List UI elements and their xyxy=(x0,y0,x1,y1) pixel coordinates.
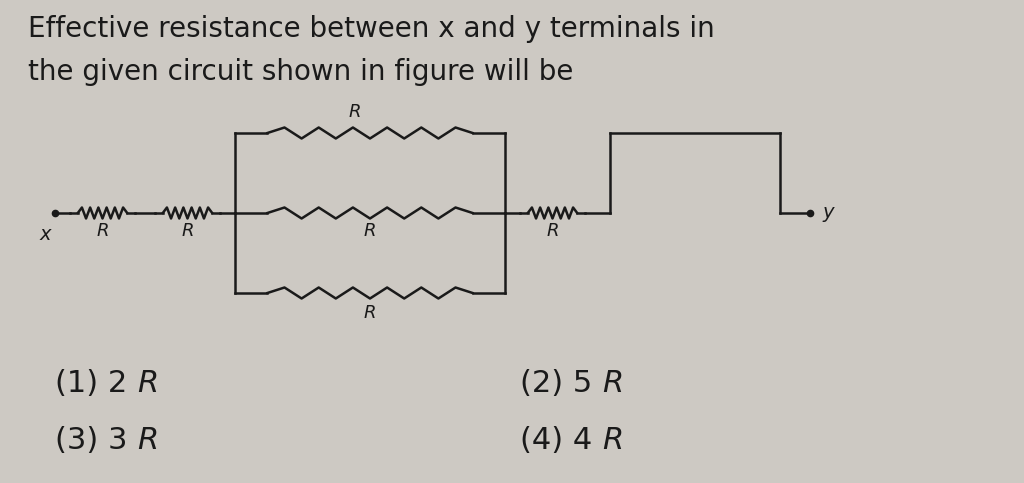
Text: (1) 2: (1) 2 xyxy=(55,369,127,398)
Text: x: x xyxy=(39,225,51,244)
Text: Effective resistance between x and y terminals in: Effective resistance between x and y ter… xyxy=(28,15,715,43)
Text: y: y xyxy=(822,202,834,222)
Text: the given circuit shown in figure will be: the given circuit shown in figure will b… xyxy=(28,58,573,86)
Text: R: R xyxy=(602,426,624,455)
Text: (3) 3: (3) 3 xyxy=(55,426,128,455)
Text: (2) 5: (2) 5 xyxy=(520,369,592,398)
Text: R: R xyxy=(546,222,559,240)
Text: R: R xyxy=(137,369,159,398)
Text: (4) 4: (4) 4 xyxy=(520,426,592,455)
Text: R: R xyxy=(137,426,159,455)
Text: R: R xyxy=(96,222,109,240)
Text: R: R xyxy=(181,222,194,240)
Text: R: R xyxy=(364,222,376,240)
Text: R: R xyxy=(364,304,376,322)
Text: R: R xyxy=(602,369,624,398)
Text: R: R xyxy=(349,103,361,121)
